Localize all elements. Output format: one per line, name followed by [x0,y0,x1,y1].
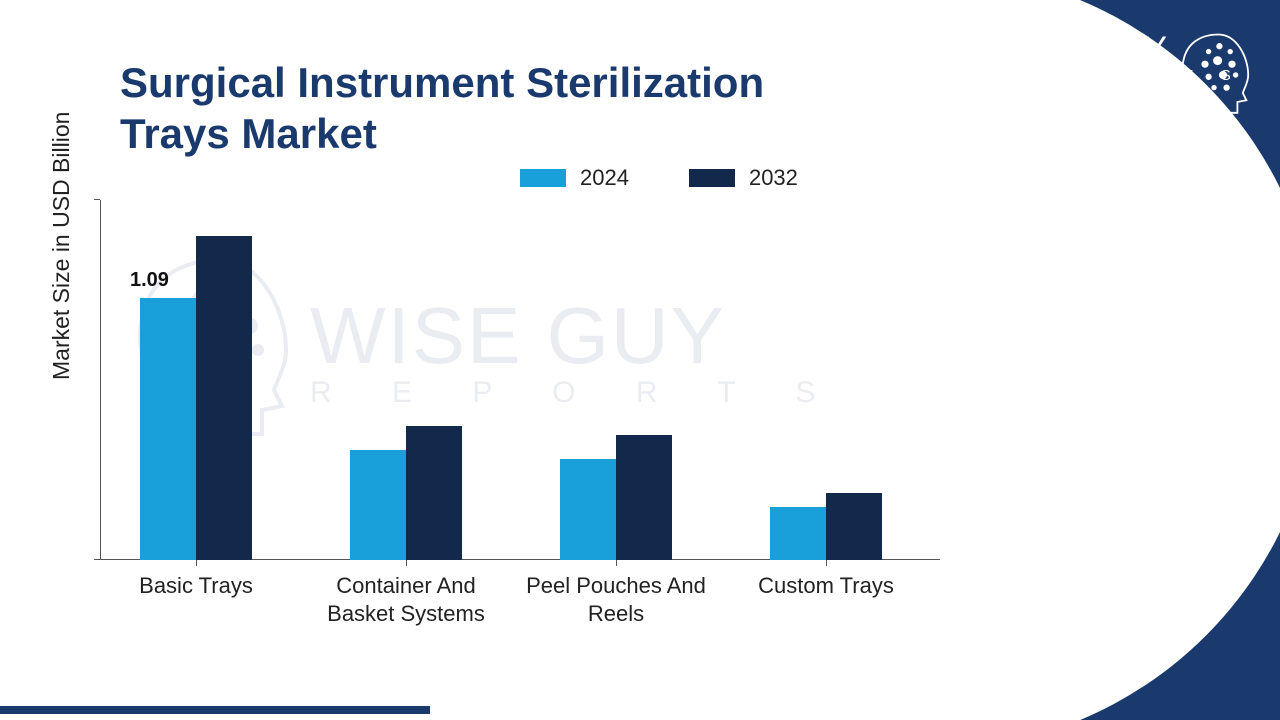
x-tick [616,560,617,566]
legend-label: 2032 [749,165,798,191]
bar [406,426,462,560]
category-label: Custom Trays [730,572,922,600]
y-tick [94,199,100,200]
y-axis [100,200,101,560]
y-tick [94,559,100,560]
chart-title: Surgical Instrument Sterilization Trays … [120,58,800,159]
legend-swatch-2032 [689,169,735,187]
bar [770,507,826,560]
bar [826,493,882,560]
x-tick [196,560,197,566]
brand-head-icon [1160,30,1250,120]
bar [196,236,252,560]
bar-value-label: 1.09 [130,269,169,292]
bar [560,459,616,560]
brand-logo: WISE GUY R E P O R T S [990,30,1250,120]
legend-item: 2024 [520,165,629,191]
legend-label: 2024 [580,165,629,191]
bar [350,450,406,560]
bar [140,298,196,560]
category-label: Peel Pouches And Reels [520,572,712,627]
bar [616,435,672,560]
x-tick [406,560,407,566]
y-axis-label: Market Size in USD Billion [48,112,75,380]
legend-swatch-2024 [520,169,566,187]
category-label: Basic Trays [100,572,292,600]
bar-chart: 1.09Basic TraysContainer And Basket Syst… [100,200,940,560]
footer-accent-bar [0,706,430,714]
legend: 2024 2032 [520,165,798,191]
legend-item: 2032 [689,165,798,191]
category-label: Container And Basket Systems [310,572,502,627]
x-tick [826,560,827,566]
